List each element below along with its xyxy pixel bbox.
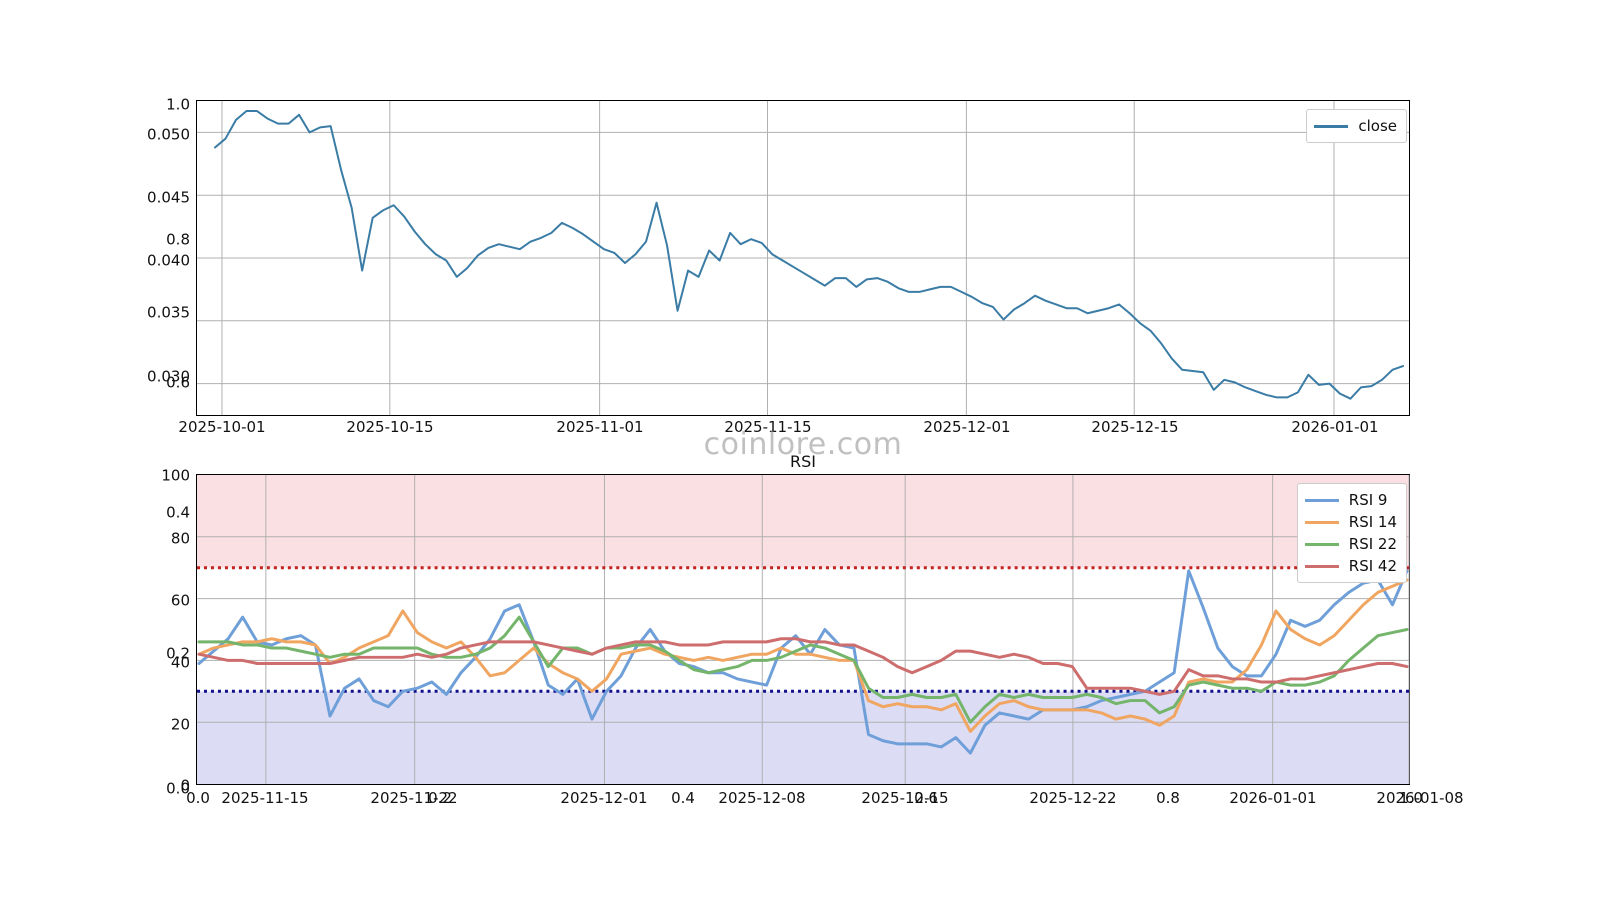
legend-item-rsi42[interactable]: RSI 42 <box>1304 555 1397 577</box>
price-ytick2-10: 1.0 <box>166 95 190 114</box>
rsi-xtick2-04: 0.4 <box>671 789 695 807</box>
rsi-ytick-60: 60 <box>170 591 190 610</box>
rsi-xtick2-02: 0.2 <box>428 789 452 807</box>
legend-label-rsi42: RSI 42 <box>1348 557 1397 575</box>
price-legend: close <box>1306 109 1407 143</box>
legend-label-close: close <box>1358 117 1397 135</box>
rsi-ytick-100: 100 <box>161 466 190 485</box>
rsi-xtick-7: 2026-01-08 <box>1376 789 1464 807</box>
legend-item-rsi9[interactable]: RSI 9 <box>1304 489 1397 511</box>
rsi-xtick-1: 2025-11-22 <box>370 789 458 807</box>
rsi-chart-panel: RSI 9 RSI 14 RSI 22 RSI 42 <box>196 474 1410 785</box>
rsi-legend: RSI 9 RSI 14 RSI 22 RSI 42 <box>1296 483 1407 583</box>
price-ytick-0050: 0.050 <box>147 125 190 144</box>
rsi-ytick-20: 20 <box>170 715 190 734</box>
price-xtick-0: 2025-10-01 <box>178 418 266 436</box>
legend-label-rsi9: RSI 9 <box>1348 491 1388 509</box>
legend-item-rsi14[interactable]: RSI 14 <box>1304 511 1397 533</box>
price-xtick-4: 2025-12-01 <box>923 418 1011 436</box>
rsi-xtick2-00: 0.0 <box>186 789 210 807</box>
price-chart-panel: close <box>196 100 1410 416</box>
rsi-xtick2-08: 0.8 <box>1156 789 1180 807</box>
rsi14-line-swatch <box>1304 520 1339 524</box>
price-plot-area <box>197 101 1409 415</box>
rsi-chart-title: RSI <box>790 452 816 471</box>
price-xtick-1: 2025-10-15 <box>346 418 434 436</box>
price-xtick-2: 2025-11-01 <box>556 418 644 436</box>
price-ytick-0040: 0.040 <box>147 251 190 270</box>
rsi-ytick2-00: 0.0 <box>166 779 190 798</box>
close-line-swatch <box>1314 124 1349 128</box>
price-xtick-6: 2026-01-01 <box>1291 418 1379 436</box>
price-ytick-0035: 0.035 <box>147 303 190 322</box>
rsi-xtick2-10: 1.0 <box>1399 789 1423 807</box>
price-ytick-0045: 0.045 <box>147 188 190 207</box>
rsi-ytick2-04: 0.4 <box>166 503 190 522</box>
rsi-ytick2-02: 0.2 <box>166 644 190 663</box>
price-ytick2-08: 0.8 <box>166 230 190 249</box>
rsi-plot-area <box>197 475 1410 784</box>
legend-label-rsi14: RSI 14 <box>1348 513 1397 531</box>
legend-item-close[interactable]: close <box>1314 115 1397 137</box>
price-xtick-5: 2025-12-15 <box>1091 418 1179 436</box>
price-ytick-0030: 0.030 <box>147 367 190 386</box>
rsi-ytick-40: 40 <box>170 653 190 672</box>
rsi-xtick-2: 2025-12-01 <box>560 789 648 807</box>
rsi-xtick2-06: 0.6 <box>914 789 938 807</box>
rsi-ytick-0: 0 <box>180 776 190 795</box>
rsi-xtick-0: 2025-11-15 <box>221 789 309 807</box>
legend-item-rsi22[interactable]: RSI 22 <box>1304 533 1397 555</box>
legend-label-rsi22: RSI 22 <box>1348 535 1397 553</box>
rsi-xtick-4: 2025-12-15 <box>861 789 949 807</box>
rsi-xtick-6: 2026-01-01 <box>1229 789 1317 807</box>
rsi42-line-swatch <box>1304 564 1339 568</box>
rsi-ytick-80: 80 <box>170 529 190 548</box>
price-xtick-3: 2025-11-15 <box>724 418 812 436</box>
rsi9-line-swatch <box>1304 498 1339 502</box>
price-ytick2-06: 0.6 <box>166 373 190 392</box>
rsi-xtick-3: 2025-12-08 <box>718 789 806 807</box>
rsi-xtick-5: 2025-12-22 <box>1029 789 1117 807</box>
rsi22-line-swatch <box>1304 542 1339 546</box>
